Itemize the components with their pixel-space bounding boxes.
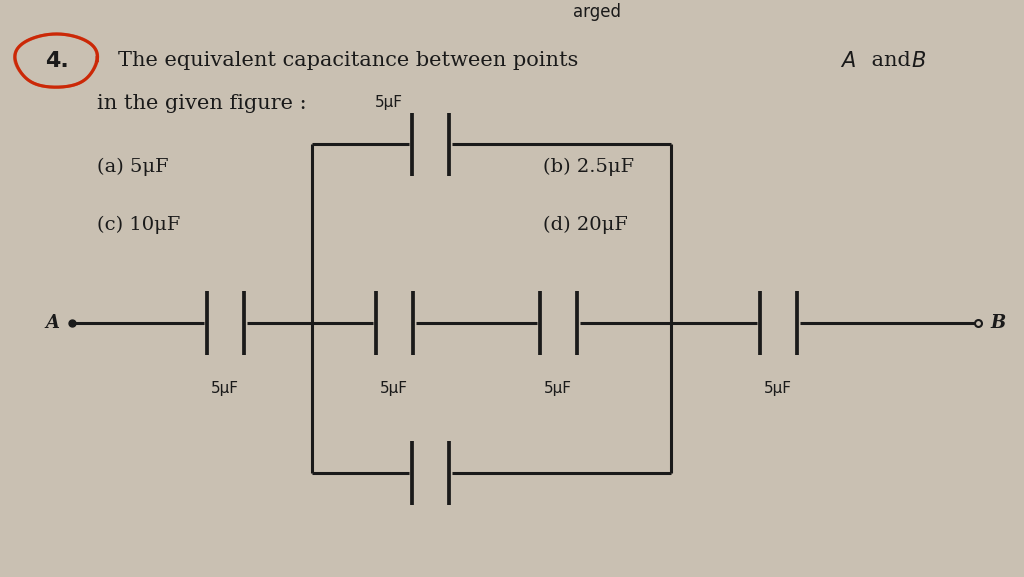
Text: and: and — [865, 51, 918, 70]
Text: $B$: $B$ — [911, 51, 927, 70]
Text: (b) 2.5μF: (b) 2.5μF — [543, 158, 634, 177]
Text: $A$: $A$ — [840, 51, 856, 70]
Text: B: B — [990, 314, 1006, 332]
Text: A: A — [45, 314, 59, 332]
Text: 5μF: 5μF — [380, 381, 409, 396]
Text: 4.: 4. — [45, 51, 70, 70]
Text: 5μF: 5μF — [544, 381, 572, 396]
Text: 5μF: 5μF — [375, 95, 403, 110]
Text: 5μF: 5μF — [211, 381, 240, 396]
Text: (c) 10μF: (c) 10μF — [97, 216, 180, 234]
Text: (a) 5μF: (a) 5μF — [97, 158, 169, 177]
Text: The equivalent capacitance between points: The equivalent capacitance between point… — [118, 51, 585, 70]
Text: (d) 20μF: (d) 20μF — [543, 216, 628, 234]
Text: arged: arged — [573, 3, 622, 21]
Text: in the given figure :: in the given figure : — [97, 95, 307, 113]
Text: 5μF: 5μF — [764, 381, 793, 396]
